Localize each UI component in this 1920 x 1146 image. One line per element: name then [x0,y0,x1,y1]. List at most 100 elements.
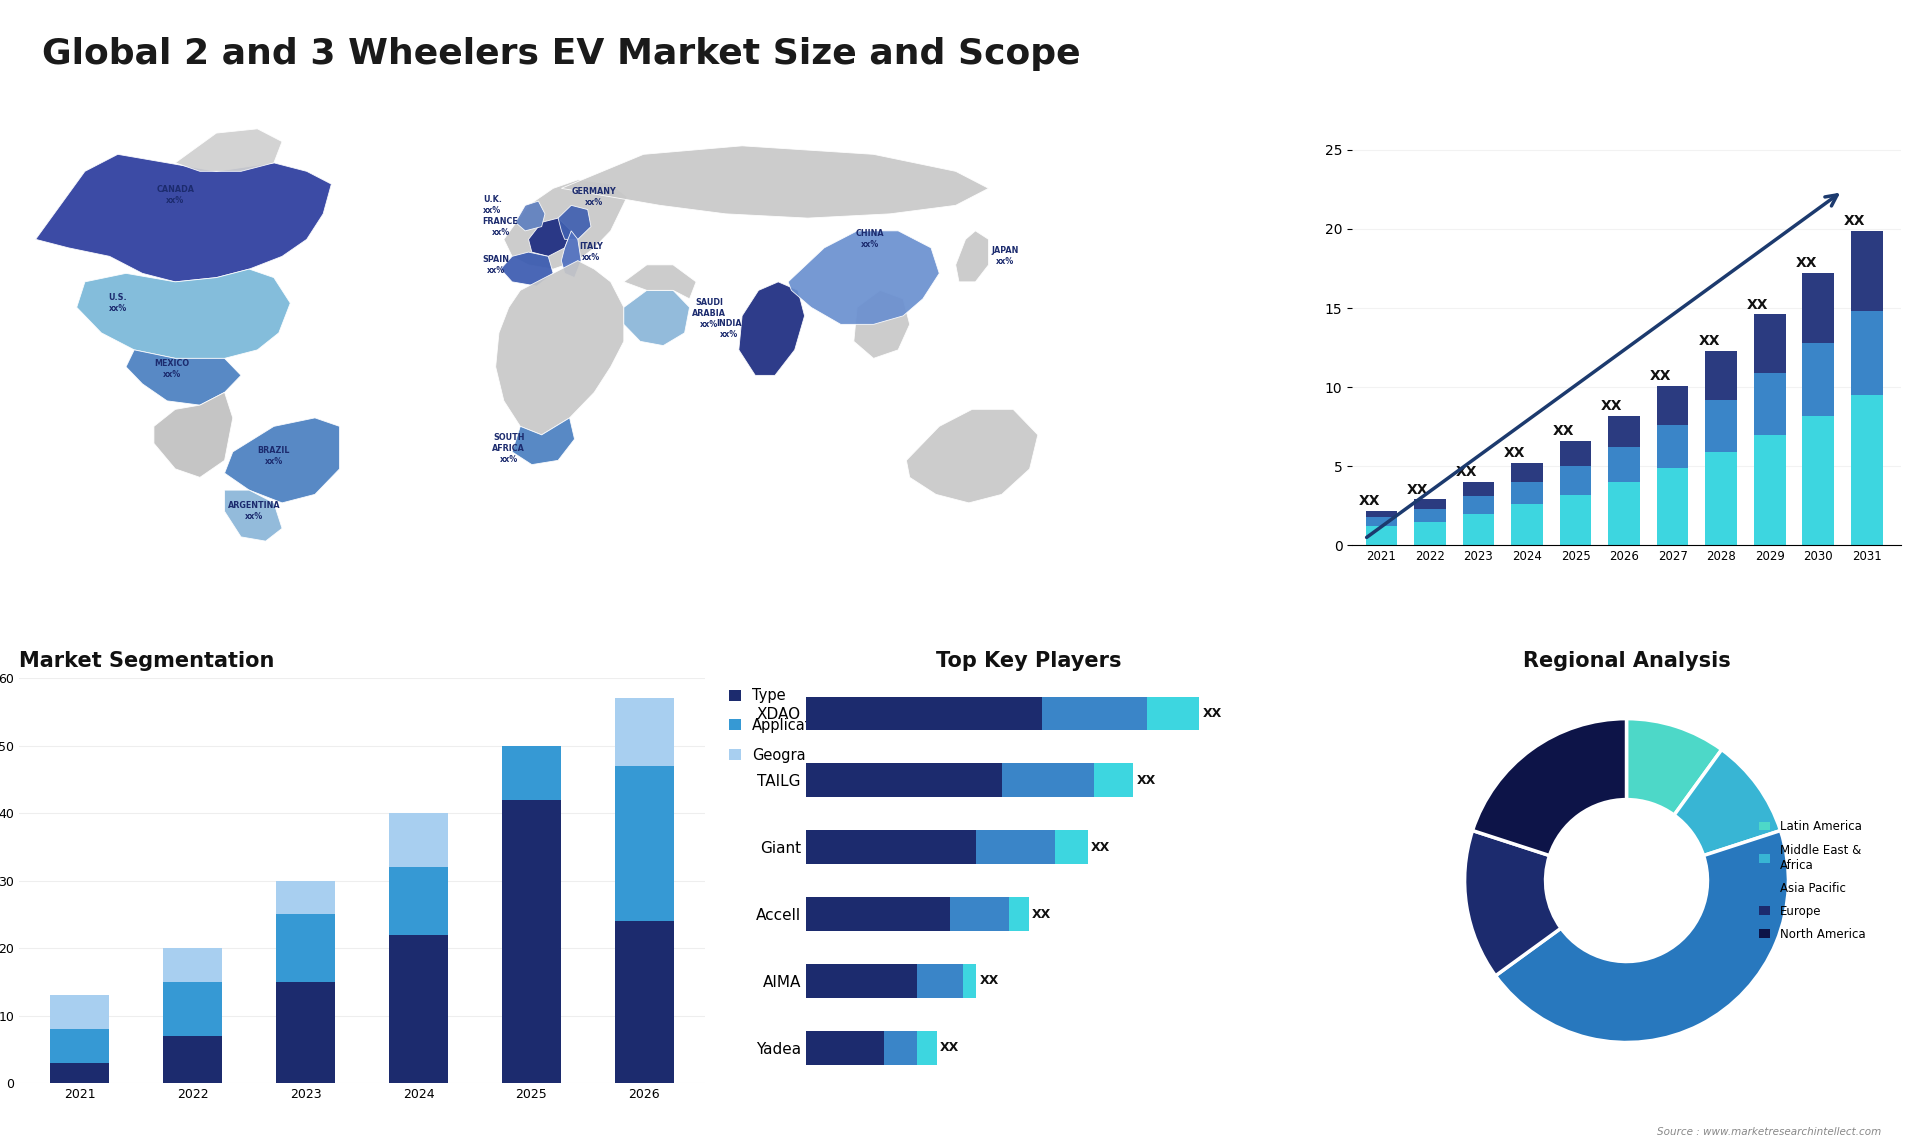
Text: XX: XX [1747,298,1768,312]
Bar [50,1062,109,1083]
Bar [918,1031,937,1065]
Text: XX: XX [1137,774,1156,786]
Bar [1094,763,1133,796]
Polygon shape [624,265,697,299]
Text: ARGENTINA
xx%: ARGENTINA xx% [228,501,280,521]
Text: XX: XX [1795,257,1816,270]
Polygon shape [503,180,628,269]
Bar [1511,504,1544,545]
Bar [1851,230,1884,312]
Polygon shape [495,260,624,434]
Bar [1803,273,1834,343]
Polygon shape [561,146,989,218]
Bar [1511,482,1544,504]
Bar [1415,521,1446,545]
Text: MEXICO
xx%: MEXICO xx% [154,359,190,379]
Text: CHINA
xx%: CHINA xx% [856,229,885,250]
Bar [1657,385,1688,425]
Text: XX: XX [1407,482,1428,496]
Text: ITALY
xx%: ITALY xx% [580,242,603,262]
Bar [163,982,223,1036]
Text: XX: XX [1359,494,1380,508]
Text: Source : www.marketresearchintellect.com: Source : www.marketresearchintellect.com [1657,1127,1882,1137]
Polygon shape [154,392,232,478]
Bar [1559,441,1592,466]
Bar [918,964,964,998]
Bar [1755,434,1786,545]
Bar [1609,482,1640,545]
Bar [163,948,223,982]
Polygon shape [515,201,545,230]
Wedge shape [1473,719,1626,856]
Bar [806,697,1043,730]
Text: XX: XX [1503,446,1526,461]
Text: XX: XX [1601,399,1622,413]
Text: SAUDI
ARABIA
xx%: SAUDI ARABIA xx% [693,298,726,329]
Text: XX: XX [1649,369,1670,383]
Text: XX: XX [1202,707,1221,720]
Bar [1755,372,1786,434]
Text: XX: XX [941,1042,960,1054]
Bar [1463,513,1494,545]
Bar [975,831,1054,864]
Bar [1851,312,1884,395]
Bar [1463,482,1494,496]
Bar [806,964,918,998]
Bar [503,746,561,800]
Bar [964,964,975,998]
Bar [806,1031,885,1065]
Bar [1705,452,1738,545]
Polygon shape [854,290,910,359]
Bar [1803,416,1834,545]
Text: Market Segmentation: Market Segmentation [19,651,275,672]
Wedge shape [1465,831,1561,975]
Polygon shape [561,230,582,277]
Text: XX: XX [1843,213,1866,228]
Polygon shape [225,490,282,541]
Text: BRAZIL
xx%: BRAZIL xx% [257,446,290,466]
Bar [806,831,975,864]
Text: FRANCE
xx%: FRANCE xx% [482,217,518,236]
Bar [614,921,674,1083]
Bar [1559,495,1592,545]
Bar [1609,447,1640,482]
Bar [1511,463,1544,482]
Legend: Type, Application, Geography: Type, Application, Geography [726,685,837,766]
Bar [806,897,950,931]
Polygon shape [956,230,989,282]
Bar [1705,351,1738,400]
Polygon shape [513,418,574,464]
Title: Regional Analysis: Regional Analysis [1523,651,1730,672]
Bar [806,763,1002,796]
Bar [1365,517,1398,526]
Bar [614,698,674,766]
Text: JAPAN
xx%: JAPAN xx% [991,246,1020,266]
Wedge shape [1626,719,1722,815]
Bar [1415,509,1446,521]
Polygon shape [175,128,282,172]
Text: SOUTH
AFRICA
xx%: SOUTH AFRICA xx% [492,433,526,464]
Bar [614,766,674,921]
Bar [163,1036,223,1083]
Legend: Latin America, Middle East &
Africa, Asia Pacific, Europe, North America: Latin America, Middle East & Africa, Asi… [1753,816,1870,945]
Bar [1657,468,1688,545]
Bar [1803,343,1834,416]
Text: XX: XX [1455,465,1476,479]
Bar [1463,496,1494,513]
Bar [1559,466,1592,495]
Bar [1365,511,1398,517]
Bar [1657,425,1688,468]
Polygon shape [36,155,332,282]
Bar [1415,500,1446,509]
Bar [1054,831,1087,864]
Bar [50,995,109,1029]
Text: U.S.
xx%: U.S. xx% [108,293,127,313]
Text: XX: XX [1031,908,1050,920]
Bar [390,868,447,934]
Bar [885,1031,918,1065]
Title: Top Key Players: Top Key Players [935,651,1121,672]
Text: SPAIN
xx%: SPAIN xx% [482,254,509,275]
Polygon shape [225,418,340,503]
Polygon shape [739,282,804,376]
Polygon shape [501,252,553,286]
